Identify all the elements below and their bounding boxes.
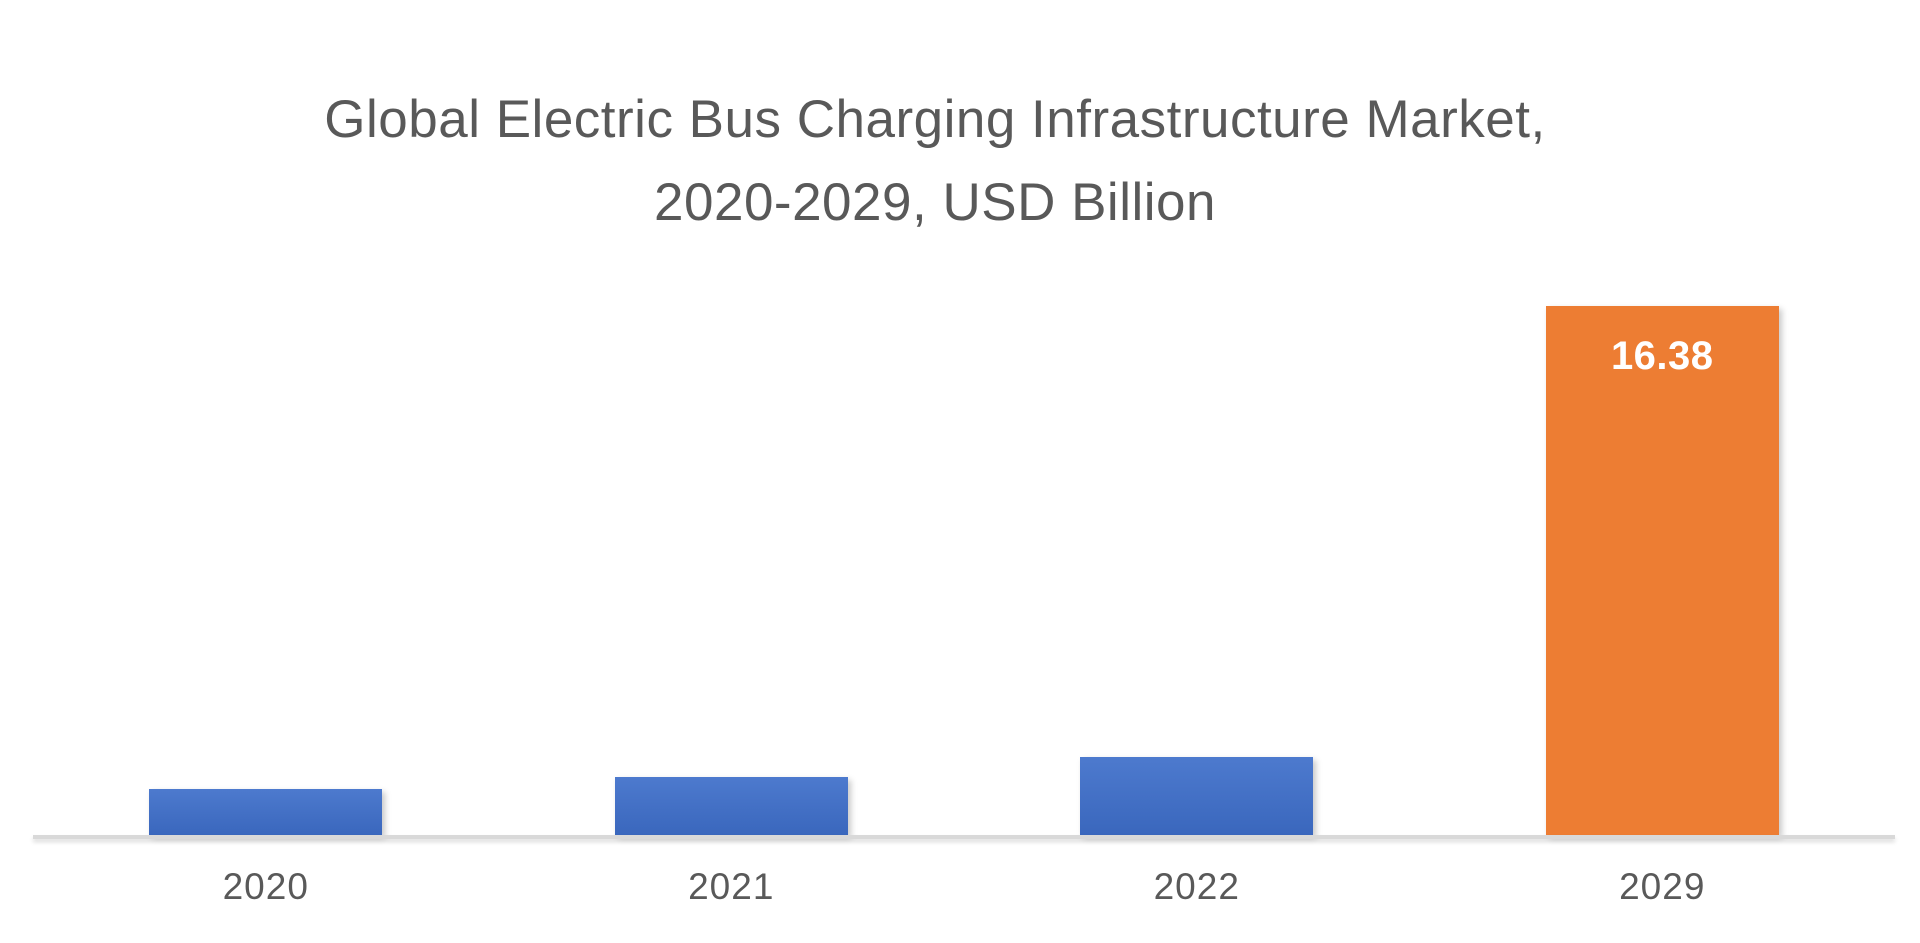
- bar-slot-2029: 16.38: [1430, 306, 1896, 835]
- bars-container: 16.38: [33, 306, 1895, 835]
- bar-slot-2020: [33, 789, 499, 835]
- bar-2022: [1080, 757, 1314, 835]
- x-axis-line: [33, 835, 1895, 839]
- plot-area: 16.38 2020 2021 2022 2029: [33, 0, 1895, 943]
- bar-value-label-2029: 16.38: [1610, 334, 1714, 378]
- chart-title-line-2: 2020-2029, USD Billion: [654, 173, 1216, 232]
- x-axis-labels: 2020 2021 2022 2029: [33, 866, 1895, 908]
- x-axis-label-2022: 2022: [1153, 866, 1240, 907]
- x-axis-label-2021: 2021: [688, 866, 775, 907]
- bar-2020: [149, 789, 383, 835]
- bar-2029: 16.38: [1545, 306, 1779, 835]
- chart-title: Global Electric Bus Charging Infrastruct…: [0, 78, 1870, 244]
- bar-2021: [614, 777, 848, 835]
- chart-title-line-1: Global Electric Bus Charging Infrastruct…: [324, 90, 1546, 149]
- x-axis-label-2029: 2029: [1619, 866, 1706, 907]
- bar-slot-2022: [964, 757, 1430, 835]
- bar-slot-2021: [499, 777, 965, 835]
- x-axis-label-2020: 2020: [222, 866, 309, 907]
